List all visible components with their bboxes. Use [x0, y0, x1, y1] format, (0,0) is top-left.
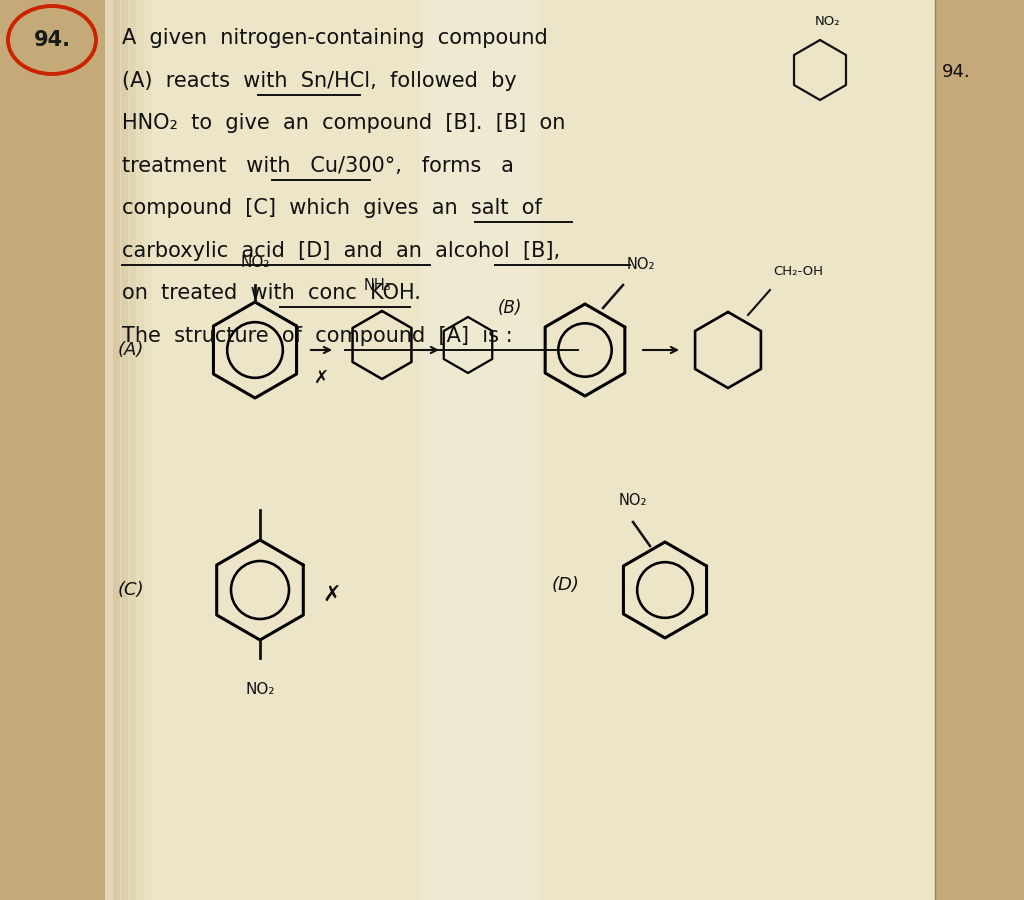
Text: (B): (B) [498, 299, 522, 317]
FancyBboxPatch shape [0, 0, 105, 900]
Text: (C): (C) [118, 581, 144, 599]
Text: (D): (D) [552, 576, 580, 594]
Text: CH₂-OH: CH₂-OH [773, 265, 823, 278]
FancyBboxPatch shape [121, 0, 136, 900]
Text: ✗: ✗ [322, 585, 341, 605]
Text: 94.: 94. [34, 30, 71, 50]
Text: NO₂: NO₂ [241, 255, 269, 270]
Text: carboxylic  acid  [D]  and  an  alcohol  [B],: carboxylic acid [D] and an alcohol [B], [122, 240, 560, 260]
Text: (A)  reacts  with  Sn/HCl,  followed  by: (A) reacts with Sn/HCl, followed by [122, 70, 517, 91]
Text: The  structure  of  compound  [A]  is :: The structure of compound [A] is : [122, 326, 513, 346]
Text: (A): (A) [118, 341, 144, 359]
Text: NO₂: NO₂ [815, 15, 841, 28]
FancyBboxPatch shape [129, 0, 144, 900]
Text: NO₂: NO₂ [246, 682, 274, 697]
Text: NH₃: NH₃ [364, 278, 391, 293]
Text: NO₂: NO₂ [618, 493, 647, 508]
Text: HNO₂  to  give  an  compound  [B].  [B]  on: HNO₂ to give an compound [B]. [B] on [122, 113, 565, 133]
FancyBboxPatch shape [420, 0, 540, 900]
Text: treatment   with   Cu/300°,   forms   a: treatment with Cu/300°, forms a [122, 156, 514, 176]
FancyBboxPatch shape [935, 0, 1024, 900]
Text: ✗: ✗ [313, 369, 329, 387]
Text: A  given  nitrogen-containing  compound: A given nitrogen-containing compound [122, 28, 548, 48]
Text: NO₂: NO₂ [627, 257, 655, 272]
FancyBboxPatch shape [105, 0, 935, 900]
Text: 94.: 94. [942, 63, 971, 81]
FancyBboxPatch shape [105, 0, 120, 900]
Text: compound  [C]  which  gives  an  salt  of: compound [C] which gives an salt of [122, 198, 542, 218]
Text: on  treated  with  conc  KOH.: on treated with conc KOH. [122, 283, 421, 303]
FancyBboxPatch shape [113, 0, 128, 900]
